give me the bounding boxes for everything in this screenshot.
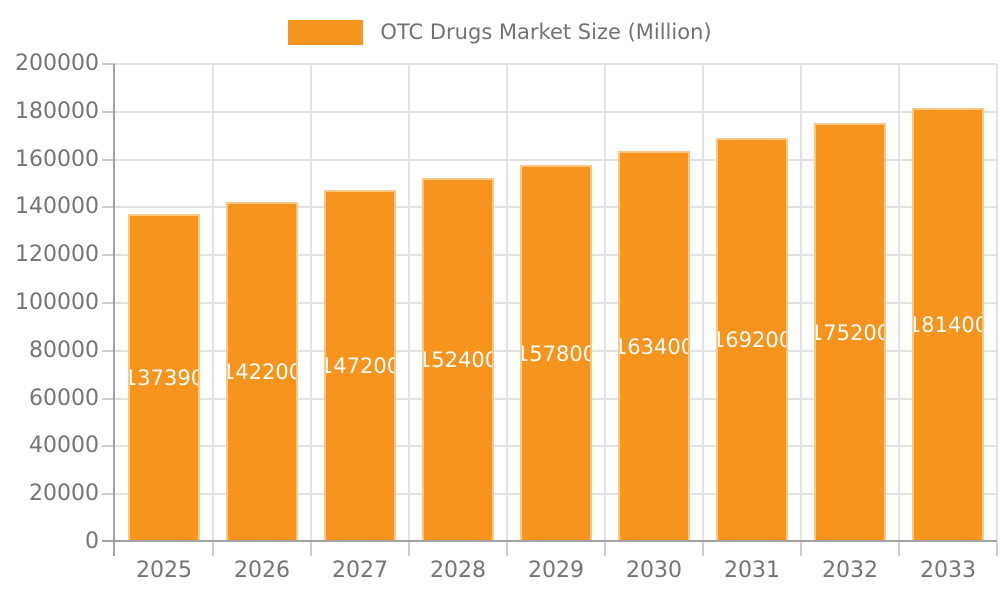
y-axis-tick-label: 100000 (15, 290, 99, 315)
bar[interactable]: 169200 (716, 138, 788, 542)
bar-value-label: 157800 (522, 341, 590, 366)
x-axis-tick-label: 2030 (626, 558, 682, 583)
y-axis-line (113, 64, 115, 556)
y-axis-tick (102, 63, 115, 65)
y-axis-tick (102, 350, 115, 352)
y-axis-tick-label: 120000 (15, 242, 99, 267)
x-axis-tick (702, 542, 704, 556)
bar[interactable]: 181400 (912, 108, 984, 542)
x-axis-tick-label: 2032 (822, 558, 878, 583)
y-axis-tick-label: 140000 (15, 194, 99, 219)
x-axis-tick (212, 542, 214, 556)
y-axis-tick (102, 159, 115, 161)
x-gridline (898, 64, 900, 542)
x-axis-tick-label: 2026 (234, 558, 290, 583)
x-axis-tick (898, 542, 900, 556)
x-gridline (310, 64, 312, 542)
y-axis-tick-label: 180000 (15, 99, 99, 124)
bar-value-label: 147200 (326, 354, 394, 378)
y-axis-tick (102, 302, 115, 304)
y-axis-tick-label: 20000 (29, 481, 99, 506)
y-axis-tick-label: 160000 (15, 147, 99, 172)
x-gridline (996, 64, 998, 542)
y-axis-tick-label: 0 (85, 529, 99, 554)
x-axis-tick-label: 2027 (332, 558, 388, 583)
bar[interactable]: 137390 (128, 214, 200, 542)
x-gridline (506, 64, 508, 542)
bar-value-label: 169200 (718, 328, 786, 352)
x-axis-tick-label: 2029 (528, 558, 584, 583)
x-axis-tick (506, 542, 508, 556)
bar[interactable]: 175200 (814, 123, 886, 542)
y-gridline (115, 111, 997, 113)
x-axis-tick (996, 542, 998, 556)
bar[interactable]: 163400 (618, 151, 690, 542)
y-axis-tick-label: 60000 (29, 386, 99, 411)
x-axis-tick (800, 542, 802, 556)
bar-value-label: 175200 (816, 320, 884, 345)
x-axis-tick-label: 2028 (430, 558, 486, 583)
y-gridline (115, 159, 997, 161)
x-axis-tick (310, 542, 312, 556)
y-axis-tick-label: 200000 (15, 51, 99, 76)
bar-value-label: 181400 (914, 313, 982, 337)
x-gridline (604, 64, 606, 542)
x-gridline (212, 64, 214, 542)
bar[interactable]: 157800 (520, 165, 592, 542)
y-axis-tick (102, 254, 115, 256)
y-axis-tick (102, 493, 115, 495)
bar[interactable]: 142200 (226, 202, 298, 542)
y-gridline (115, 63, 997, 65)
x-axis-tick-label: 2033 (920, 558, 976, 583)
x-axis-tick (408, 542, 410, 556)
x-axis-line (102, 540, 997, 542)
y-axis-tick-label: 40000 (29, 433, 99, 458)
bar[interactable]: 147200 (324, 190, 396, 542)
bar-value-label: 163400 (620, 334, 688, 359)
bar-value-label: 142200 (228, 360, 296, 384)
y-axis-tick (102, 398, 115, 400)
x-gridline (800, 64, 802, 542)
x-gridline (408, 64, 410, 542)
x-gridline (702, 64, 704, 542)
y-axis-tick (102, 445, 115, 447)
x-axis-tick-label: 2031 (724, 558, 780, 583)
y-axis-tick-label: 80000 (29, 338, 99, 363)
legend-label: OTC Drugs Market Size (Million) (380, 20, 712, 44)
bar-value-label: 137390 (130, 366, 198, 390)
y-axis-tick (102, 111, 115, 113)
bar-value-label: 152400 (424, 348, 492, 372)
x-axis-tick (604, 542, 606, 556)
legend-swatch (288, 19, 364, 45)
y-axis-tick (102, 206, 115, 208)
bar[interactable]: 152400 (422, 178, 494, 542)
x-axis-tick-label: 2025 (136, 558, 192, 583)
legend[interactable]: OTC Drugs Market Size (Million) (0, 18, 1000, 46)
